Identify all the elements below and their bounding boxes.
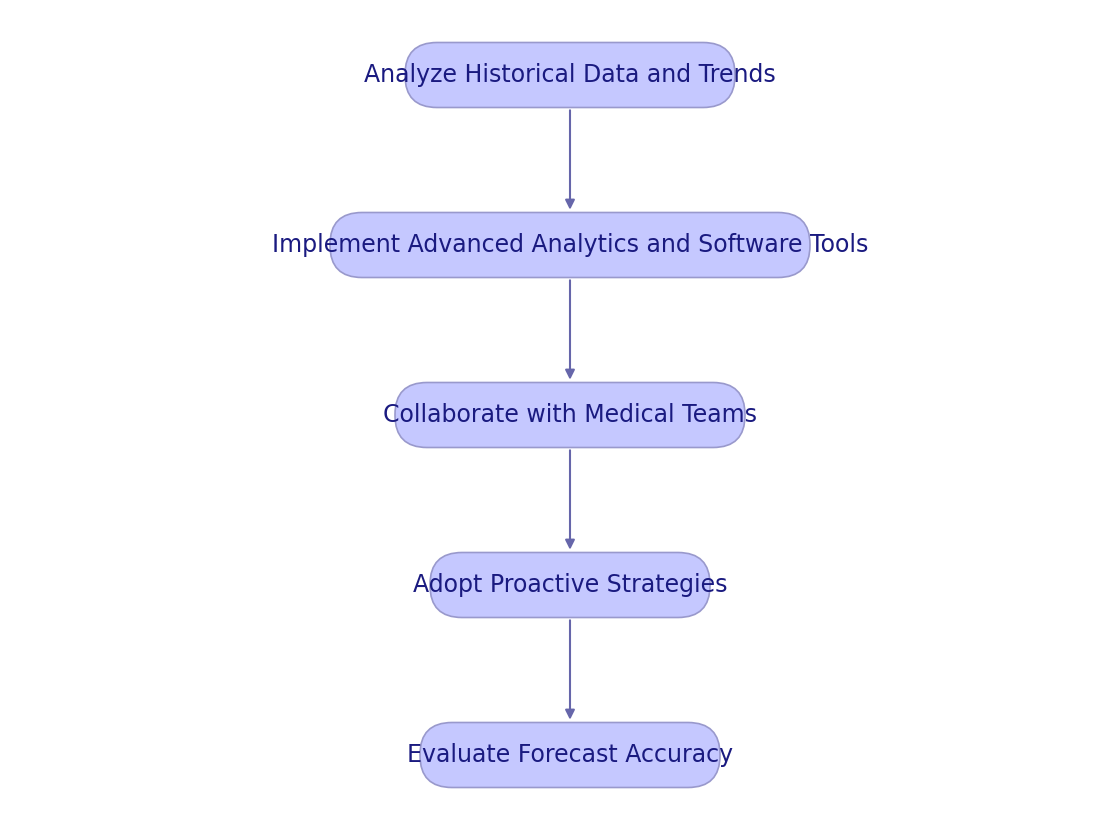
FancyBboxPatch shape bbox=[395, 382, 745, 448]
Text: Implement Advanced Analytics and Software Tools: Implement Advanced Analytics and Softwar… bbox=[272, 233, 868, 257]
FancyBboxPatch shape bbox=[430, 553, 710, 617]
Text: Adopt Proactive Strategies: Adopt Proactive Strategies bbox=[413, 573, 727, 597]
Text: Analyze Historical Data and Trends: Analyze Historical Data and Trends bbox=[364, 63, 776, 87]
Text: Evaluate Forecast Accuracy: Evaluate Forecast Accuracy bbox=[407, 743, 734, 767]
FancyBboxPatch shape bbox=[420, 722, 720, 788]
FancyBboxPatch shape bbox=[330, 213, 810, 277]
Text: Collaborate with Medical Teams: Collaborate with Medical Teams bbox=[383, 403, 757, 427]
FancyBboxPatch shape bbox=[405, 43, 735, 108]
